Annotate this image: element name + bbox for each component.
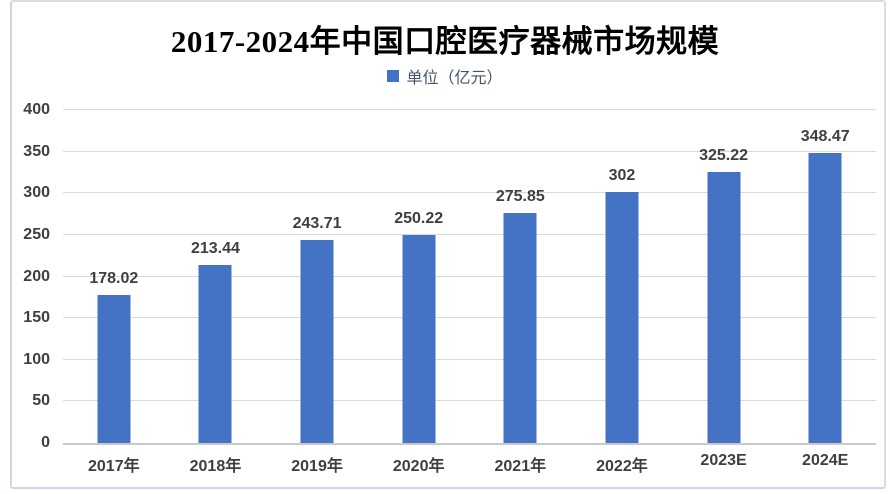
bar-value-label: 302 bbox=[608, 166, 636, 184]
bar bbox=[808, 152, 842, 443]
y-tick-label: 200 bbox=[23, 267, 50, 285]
legend-swatch-icon bbox=[387, 70, 400, 82]
gridline bbox=[63, 358, 876, 360]
bar bbox=[503, 213, 537, 443]
y-tick-label: 350 bbox=[23, 142, 50, 160]
y-tick-label: 100 bbox=[23, 350, 50, 368]
x-tick-label: 2020年 bbox=[392, 458, 445, 475]
x-tick-label: 2022年 bbox=[596, 458, 648, 475]
bar bbox=[605, 191, 639, 443]
bars: 178.02 213.44 243.71 250.22 275.85 302 325.22 3… bbox=[63, 110, 876, 445]
gridline bbox=[63, 317, 876, 319]
bar-value-label: 275.85 bbox=[495, 188, 545, 206]
y-tick-label: 300 bbox=[23, 184, 50, 202]
bar bbox=[402, 234, 436, 443]
bar-value-label: 243.71 bbox=[292, 215, 342, 233]
bar bbox=[198, 265, 232, 443]
y-tick-label: 50 bbox=[32, 392, 50, 410]
bar-value-label: 348.47 bbox=[800, 127, 850, 145]
bar-group: 178.02 bbox=[63, 110, 165, 443]
gridline bbox=[63, 233, 876, 235]
y-tick-label: 0 bbox=[41, 434, 50, 451]
x-axis: 2017年 2018年 2019年 2020年 2021年 2022年 2023E 2024E bbox=[63, 452, 876, 476]
bar-group: 250.22 bbox=[368, 110, 470, 443]
bar-value-label: 178.02 bbox=[89, 269, 139, 287]
gridline bbox=[63, 275, 876, 277]
bar-value-label: 213.44 bbox=[190, 240, 240, 258]
bar bbox=[97, 294, 131, 443]
y-tick-label: 400 bbox=[23, 101, 50, 118]
gridline bbox=[63, 192, 876, 194]
legend-label: 单位（亿元） bbox=[406, 70, 503, 87]
bar-value-label: 325.22 bbox=[699, 147, 749, 165]
x-tick-label: 2021年 bbox=[494, 458, 547, 475]
plot-area: 178.02 213.44 243.71 250.22 275.85 302 325.22 3… bbox=[63, 109, 876, 445]
x-tick-label: 2019年 bbox=[291, 458, 343, 475]
bar-group: 213.44 bbox=[165, 110, 267, 443]
gridline bbox=[63, 400, 876, 402]
x-tick-label: 2023E bbox=[700, 452, 747, 469]
x-tick-label: 2018年 bbox=[189, 458, 242, 475]
y-tick-label: 250 bbox=[23, 225, 50, 243]
bar-group: 275.85 bbox=[470, 110, 572, 443]
y-tick-label: 150 bbox=[23, 309, 50, 327]
x-tick-label: 2017年 bbox=[88, 458, 140, 475]
gridline bbox=[63, 109, 876, 110]
bar-group: 302 bbox=[571, 110, 673, 443]
y-axis: 400 350 300 250 200 150 100 50 0 bbox=[0, 101, 50, 451]
bar-group: 243.71 bbox=[266, 110, 368, 443]
x-tick-label: 2024E bbox=[802, 452, 849, 469]
bar bbox=[707, 172, 741, 443]
bar-group: 348.47 bbox=[774, 110, 876, 443]
bar-value-label: 250.22 bbox=[394, 209, 444, 227]
bar bbox=[300, 240, 334, 443]
chart-title: 2017-2024年中国口腔医疗器械市场规模 bbox=[170, 24, 720, 59]
gridline bbox=[63, 150, 876, 152]
bar-group: 325.22 bbox=[673, 110, 775, 443]
legend: 单位（亿元） bbox=[0, 64, 890, 88]
